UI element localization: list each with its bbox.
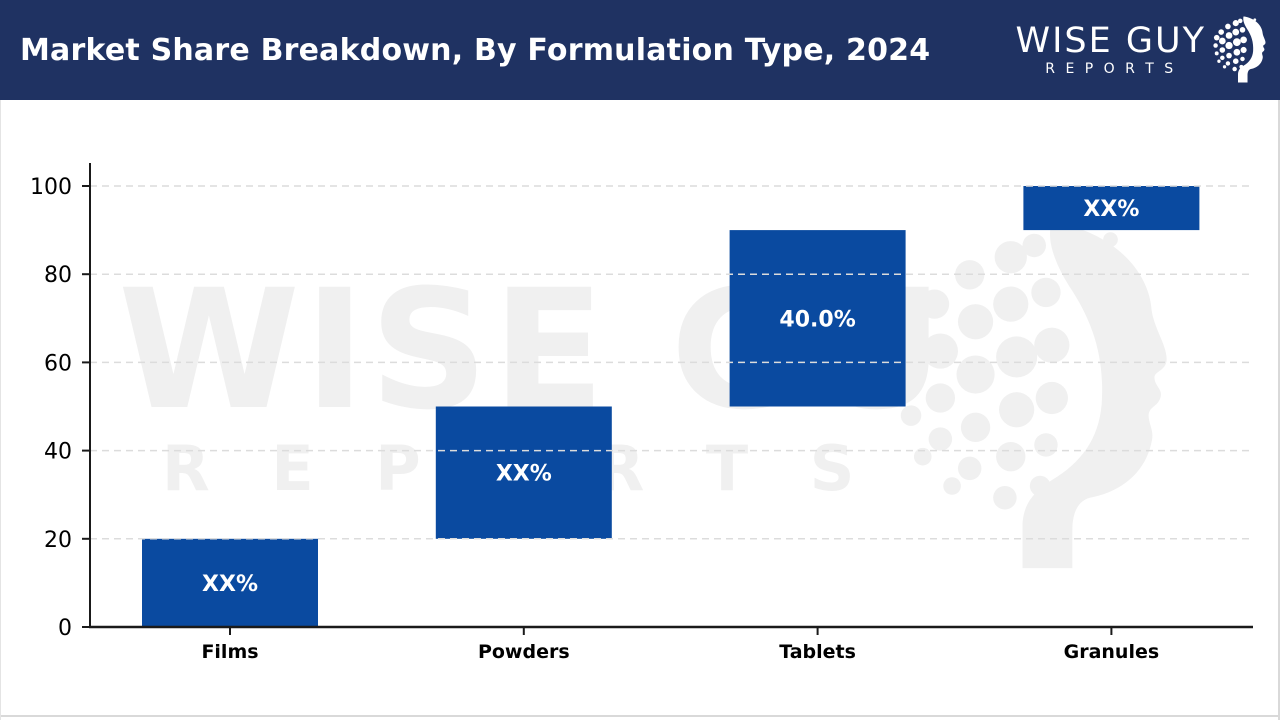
logo-head-icon xyxy=(1213,16,1266,83)
frame-right-border xyxy=(1278,100,1280,720)
y-tick-label: 40 xyxy=(44,440,72,465)
logo-brand-text: WISE GUY xyxy=(1015,20,1206,61)
y-tick-label: 0 xyxy=(58,616,72,641)
bar-tablets xyxy=(729,230,906,407)
page-title: Market Share Breakdown, By Formulation T… xyxy=(20,32,931,68)
bar-powders xyxy=(435,406,612,539)
logo-text: WISE GUY R E P O R T S xyxy=(1015,20,1206,78)
x-tick-label-granules: Granules xyxy=(1064,641,1160,663)
wiseguy-logo: WISE GUY R E P O R T S xyxy=(1015,7,1266,93)
logo-reports-text: R E P O R T S xyxy=(1045,61,1177,78)
bar-value-label-tablets: 40.0% xyxy=(779,307,855,332)
bar-value-label-films: XX% xyxy=(202,572,258,597)
x-tick-label-powders: Powders xyxy=(478,641,570,663)
bar-value-label-powders: XX% xyxy=(496,462,552,487)
bar-granules xyxy=(1023,186,1200,231)
y-tick-label: 60 xyxy=(44,351,72,376)
bar-films xyxy=(142,538,318,627)
x-tick-label-tablets: Tablets xyxy=(779,641,856,663)
bar-value-label-granules: XX% xyxy=(1083,197,1139,222)
y-tick-label: 100 xyxy=(30,175,72,200)
y-tick-label: 80 xyxy=(44,263,72,288)
frame-bottom-border xyxy=(0,715,1280,717)
frame-left-border xyxy=(0,100,1,720)
y-tick-label: 20 xyxy=(44,528,72,553)
x-tick-label-films: Films xyxy=(201,641,258,663)
header: Market Share Breakdown, By Formulation T… xyxy=(0,0,1280,100)
